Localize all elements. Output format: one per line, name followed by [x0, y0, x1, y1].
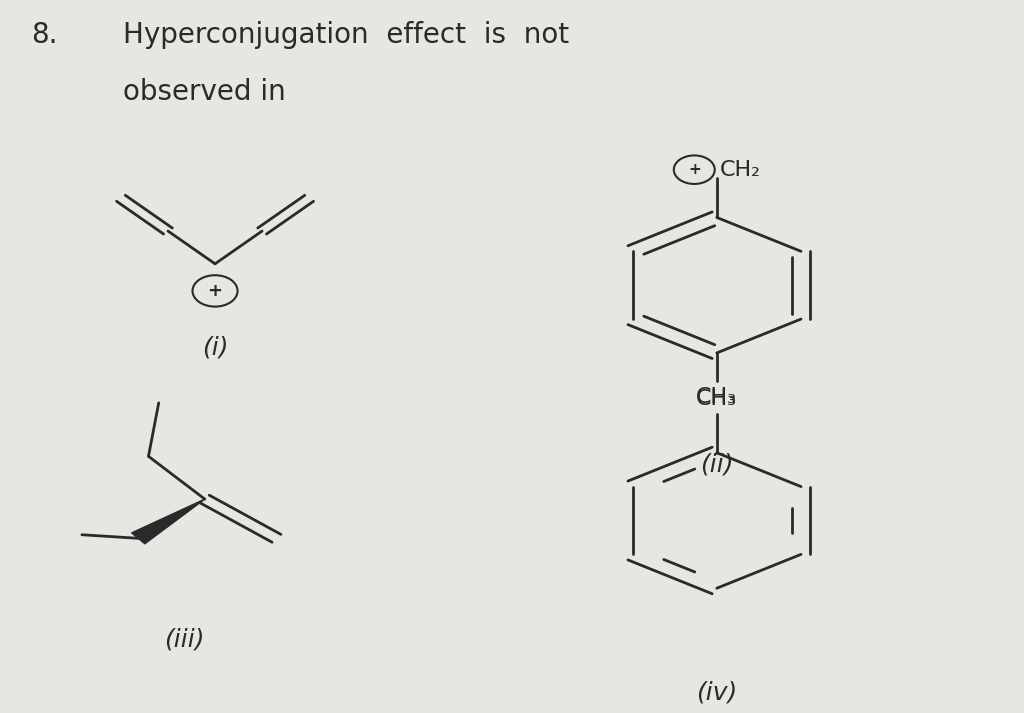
- Text: CH₂: CH₂: [720, 160, 761, 180]
- Text: CH₃: CH₃: [696, 389, 737, 409]
- Text: (iv): (iv): [696, 681, 737, 705]
- Polygon shape: [132, 499, 205, 544]
- Text: +: +: [688, 162, 700, 178]
- Text: 8.: 8.: [31, 21, 57, 49]
- Text: (ii): (ii): [700, 453, 733, 477]
- Text: observed in: observed in: [123, 78, 286, 106]
- Text: CH₃: CH₃: [696, 387, 737, 407]
- Text: (i): (i): [202, 335, 228, 359]
- Text: (iii): (iii): [164, 627, 205, 652]
- Text: +: +: [208, 282, 222, 300]
- Text: Hyperconjugation  effect  is  not: Hyperconjugation effect is not: [123, 21, 569, 49]
